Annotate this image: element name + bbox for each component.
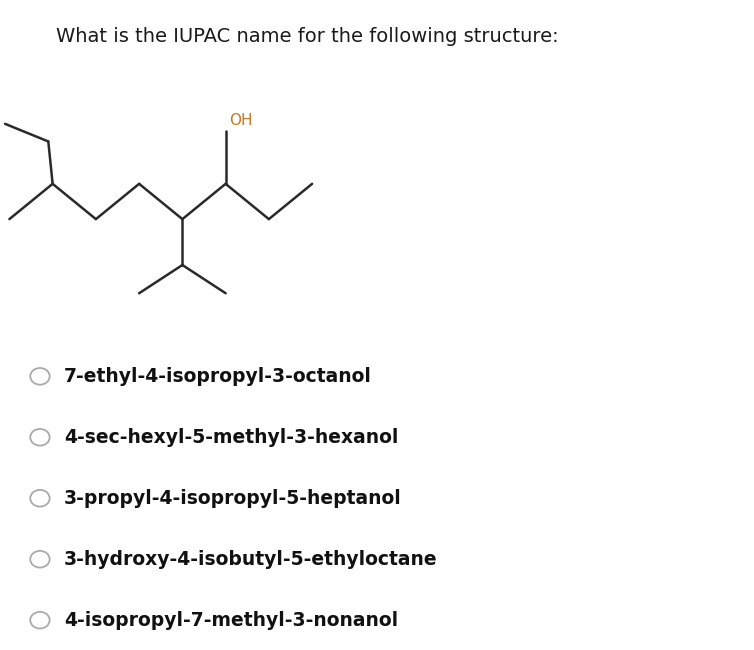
Text: 3-propyl-4-isopropyl-5-heptanol: 3-propyl-4-isopropyl-5-heptanol bbox=[64, 489, 402, 508]
Text: 4-sec-hexyl-5-methyl-3-hexanol: 4-sec-hexyl-5-methyl-3-hexanol bbox=[64, 428, 398, 447]
Text: OH: OH bbox=[229, 112, 253, 127]
Text: What is the IUPAC name for the following structure:: What is the IUPAC name for the following… bbox=[57, 27, 559, 46]
Text: 3-hydroxy-4-isobutyl-5-ethyloctane: 3-hydroxy-4-isobutyl-5-ethyloctane bbox=[64, 550, 437, 569]
Text: 4-isopropyl-7-methyl-3-nonanol: 4-isopropyl-7-methyl-3-nonanol bbox=[64, 610, 398, 630]
Text: 7-ethyl-4-isopropyl-3-octanol: 7-ethyl-4-isopropyl-3-octanol bbox=[64, 367, 372, 386]
